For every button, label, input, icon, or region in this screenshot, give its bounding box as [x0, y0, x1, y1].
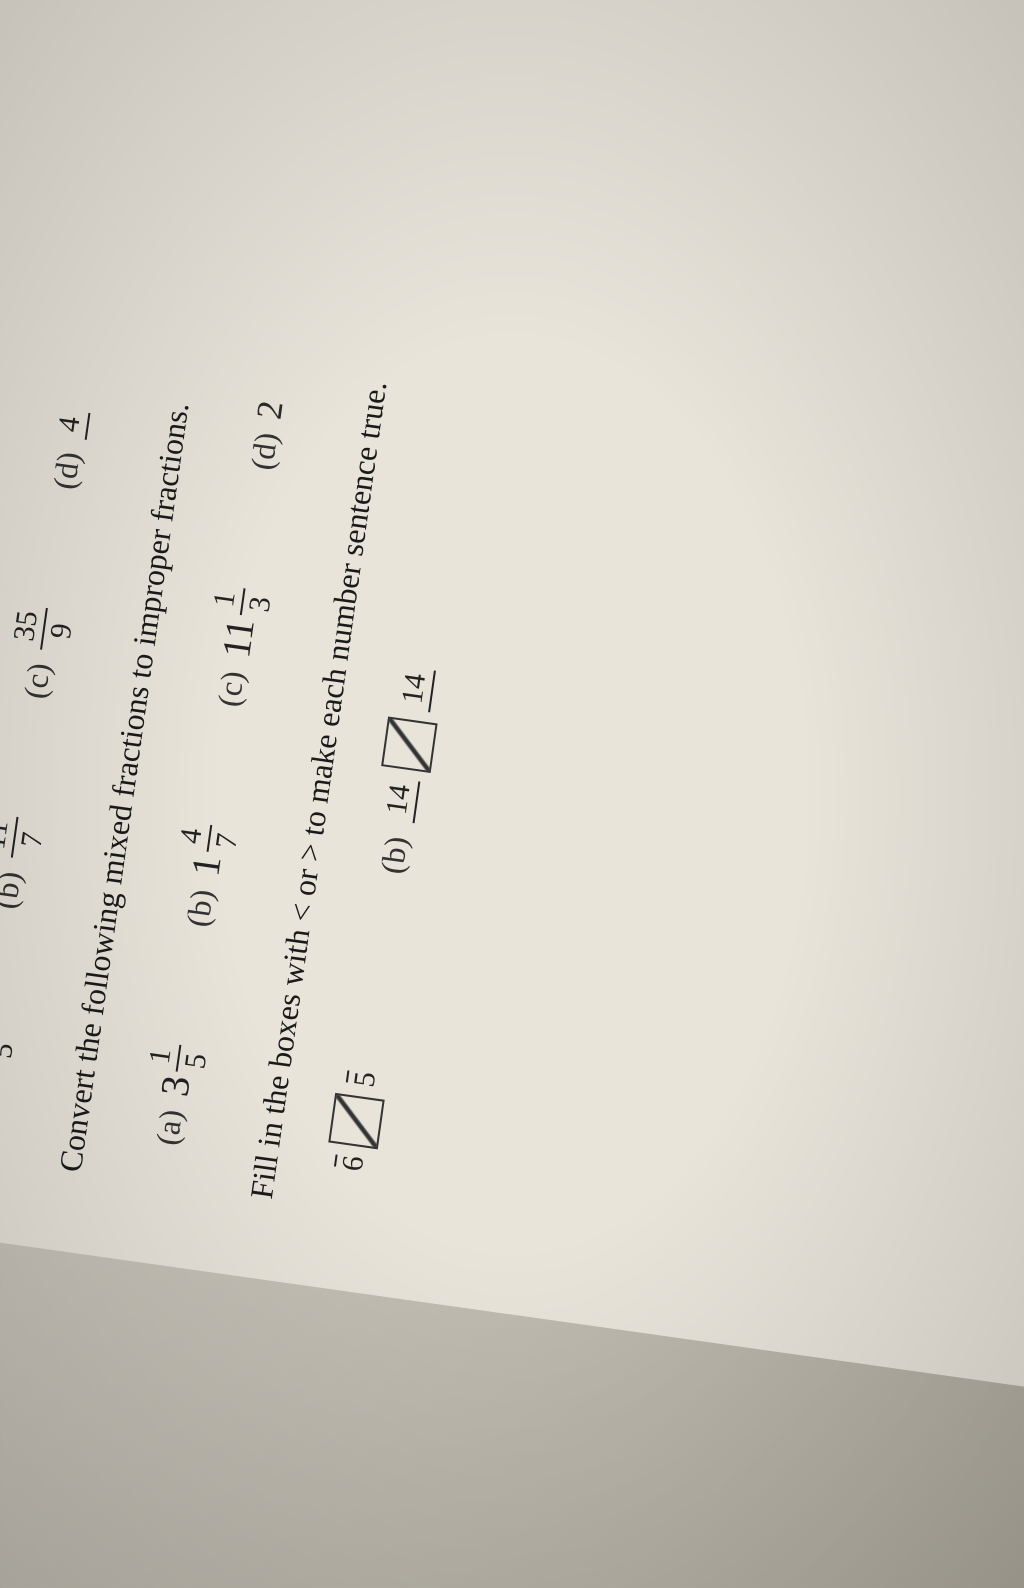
- option-label: (a): [148, 1107, 190, 1147]
- fraction: 15: [144, 1041, 213, 1077]
- answer-box[interactable]: [329, 1093, 385, 1149]
- fraction: 14: [397, 666, 438, 713]
- whole-number: 1: [181, 853, 230, 879]
- comparison-item: (b) 14 14: [367, 665, 445, 877]
- option-label: (b): [373, 834, 415, 876]
- plain-value: 2: [248, 398, 292, 422]
- page-container: (b) OQP Simplify the following fractions…: [0, 0, 1024, 1419]
- mixed-fraction: 1113: [202, 584, 277, 662]
- option: (d) 2: [229, 396, 304, 474]
- fraction: 359: [9, 603, 80, 654]
- fraction: 14: [381, 777, 422, 824]
- denominator: 5: [179, 1051, 213, 1070]
- mixed-fraction: 315: [141, 1041, 213, 1101]
- option-label: (c): [210, 669, 252, 709]
- denominator: 6: [336, 1154, 370, 1173]
- numerator: 14: [381, 777, 421, 823]
- whole-number: 3: [150, 1073, 199, 1099]
- option: (b) 147: [165, 821, 245, 932]
- mixed-fraction: 147: [172, 821, 244, 881]
- denominator: 7: [210, 831, 244, 850]
- numerator: 4: [175, 821, 212, 852]
- denominator: 7: [15, 830, 49, 849]
- numerator: 14: [397, 666, 437, 712]
- fraction: 117: [0, 813, 50, 863]
- option: (c) 359: [2, 603, 80, 703]
- comparison-item: 6 5: [325, 1068, 388, 1174]
- denominator: 9: [44, 621, 78, 640]
- numerator: 35: [9, 603, 49, 649]
- numerator: 1: [144, 1041, 181, 1072]
- option: (d) 4: [31, 407, 107, 494]
- numerator: 4: [53, 409, 90, 440]
- fraction: 5: [344, 1069, 382, 1089]
- option: (c)1113: [196, 584, 278, 711]
- denominator: 5: [0, 1041, 19, 1060]
- whole-number: 11: [212, 616, 264, 661]
- option-label: (c): [16, 661, 58, 701]
- denominator: 3: [243, 595, 277, 614]
- numerator: 1: [208, 584, 245, 615]
- answer-box[interactable]: [382, 716, 438, 772]
- option-label: (b): [0, 869, 28, 911]
- fraction: 47: [175, 821, 244, 857]
- fraction: 13: [208, 584, 277, 620]
- denominator: 5: [348, 1070, 382, 1089]
- option-label: (b): [179, 887, 221, 929]
- option-label: (d): [243, 430, 285, 472]
- fraction: 165: [0, 1023, 21, 1074]
- fraction: 4: [53, 409, 92, 441]
- option: (a) 315: [134, 1041, 213, 1150]
- option: (a)165: [0, 1023, 21, 1123]
- option: (b) 117: [0, 813, 50, 913]
- option-label: (d): [46, 449, 88, 491]
- fraction: 6: [332, 1153, 370, 1173]
